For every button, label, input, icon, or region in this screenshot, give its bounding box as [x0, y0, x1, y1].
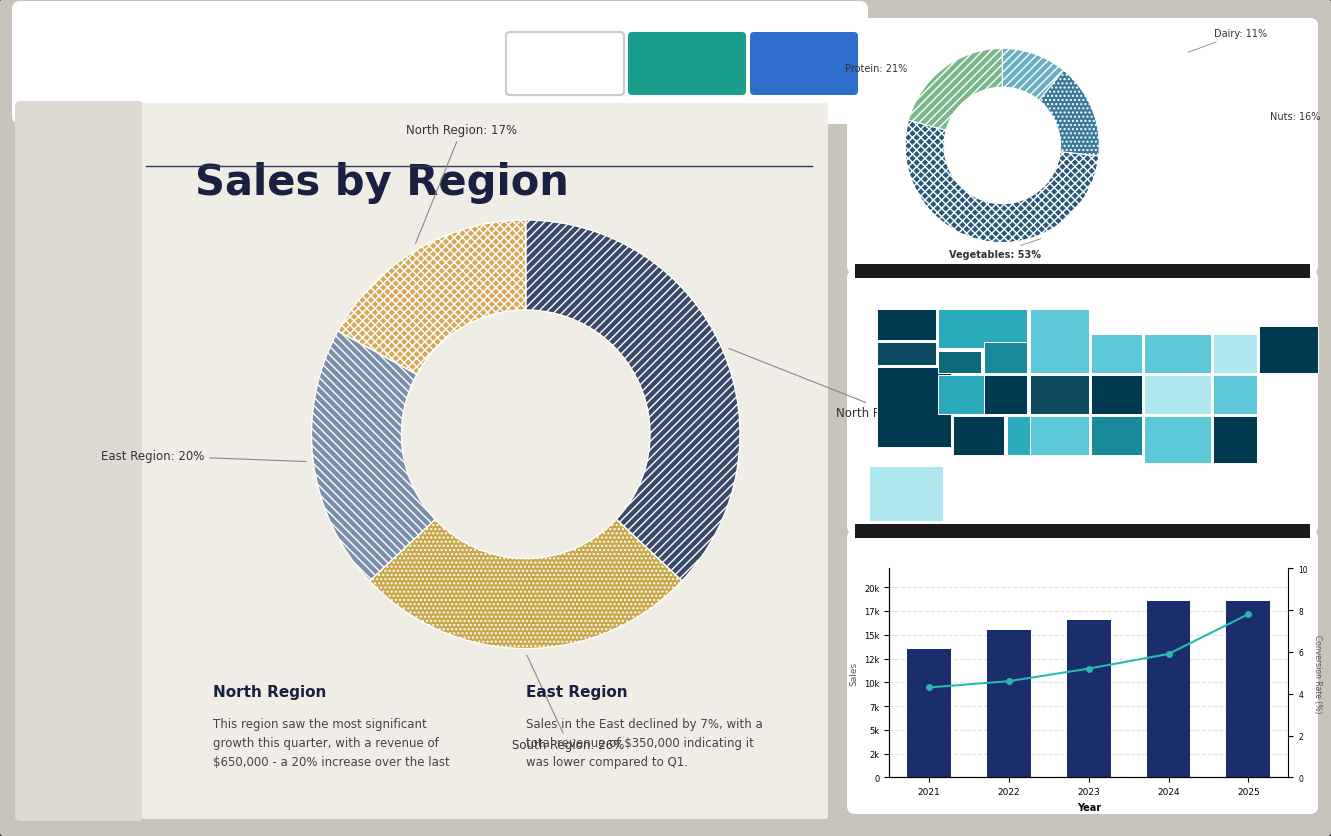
Bar — [877, 368, 950, 447]
Bar — [953, 417, 1005, 456]
Wedge shape — [1040, 71, 1099, 157]
Bar — [20, 10, 860, 117]
Text: This region saw the most significant
growth this quarter, with a revenue of
$650: This region saw the most significant gro… — [213, 717, 450, 768]
Text: Sales by Region: Sales by Region — [196, 162, 568, 204]
Bar — [1030, 376, 1089, 415]
FancyBboxPatch shape — [847, 19, 1318, 275]
Wedge shape — [1002, 49, 1063, 101]
Bar — [1214, 334, 1256, 374]
Bar — [1067, 620, 1110, 777]
Bar — [1091, 376, 1142, 415]
Bar — [1226, 602, 1270, 777]
Text: Dairy: 11%: Dairy: 11% — [1189, 29, 1267, 54]
Bar — [855, 265, 1310, 278]
FancyBboxPatch shape — [832, 0, 1319, 824]
Bar — [1091, 417, 1142, 456]
Bar — [1214, 376, 1256, 415]
Text: East Region: 20%: East Region: 20% — [101, 450, 306, 462]
Bar — [1145, 334, 1211, 374]
Wedge shape — [909, 49, 1002, 131]
FancyBboxPatch shape — [15, 102, 142, 821]
Bar — [869, 466, 944, 522]
Bar — [938, 376, 1028, 415]
Text: North Region: North Region — [213, 684, 326, 699]
FancyBboxPatch shape — [749, 33, 858, 96]
Wedge shape — [370, 520, 681, 649]
Bar — [1030, 310, 1089, 374]
Bar — [1006, 417, 1089, 456]
Bar — [984, 343, 1028, 374]
Bar — [877, 310, 936, 340]
Bar — [855, 524, 1310, 538]
Bar — [1146, 602, 1190, 777]
Bar — [1091, 334, 1142, 374]
Bar — [908, 650, 952, 777]
Bar — [1030, 376, 1089, 415]
FancyBboxPatch shape — [12, 2, 868, 125]
Text: East Region: East Region — [526, 684, 627, 699]
Text: Nuts: 16%: Nuts: 16% — [1270, 112, 1320, 122]
Bar — [1259, 327, 1318, 374]
Bar — [1030, 417, 1089, 456]
Wedge shape — [526, 221, 740, 581]
X-axis label: Year: Year — [1077, 802, 1101, 812]
Bar — [1145, 417, 1211, 464]
FancyBboxPatch shape — [628, 33, 745, 96]
Text: North Region: 17%: North Region: 17% — [406, 125, 516, 244]
Wedge shape — [905, 121, 1099, 243]
Bar — [938, 310, 1028, 349]
Y-axis label: Conversion Rate (%): Conversion Rate (%) — [1312, 634, 1322, 712]
FancyBboxPatch shape — [847, 530, 1318, 814]
FancyBboxPatch shape — [506, 33, 624, 96]
FancyBboxPatch shape — [847, 271, 1318, 534]
Bar — [938, 351, 981, 374]
Text: South Region: 26%: South Region: 26% — [512, 655, 624, 752]
Text: Protein: 21%: Protein: 21% — [845, 64, 908, 74]
Wedge shape — [338, 221, 526, 375]
Bar — [988, 630, 1032, 777]
Bar — [1145, 376, 1211, 415]
Text: North Region: 37%: North Region: 37% — [729, 349, 948, 420]
Text: Sales in the East declined by 7%, with a
total revenue of $350,000 indicating it: Sales in the East declined by 7%, with a… — [526, 717, 763, 768]
Wedge shape — [311, 332, 435, 581]
Bar — [984, 376, 1028, 415]
Bar — [877, 343, 936, 365]
Y-axis label: Sales: Sales — [849, 661, 858, 685]
Bar — [1214, 417, 1256, 464]
Text: Vegetables: 53%: Vegetables: 53% — [949, 239, 1041, 260]
FancyBboxPatch shape — [142, 104, 828, 819]
